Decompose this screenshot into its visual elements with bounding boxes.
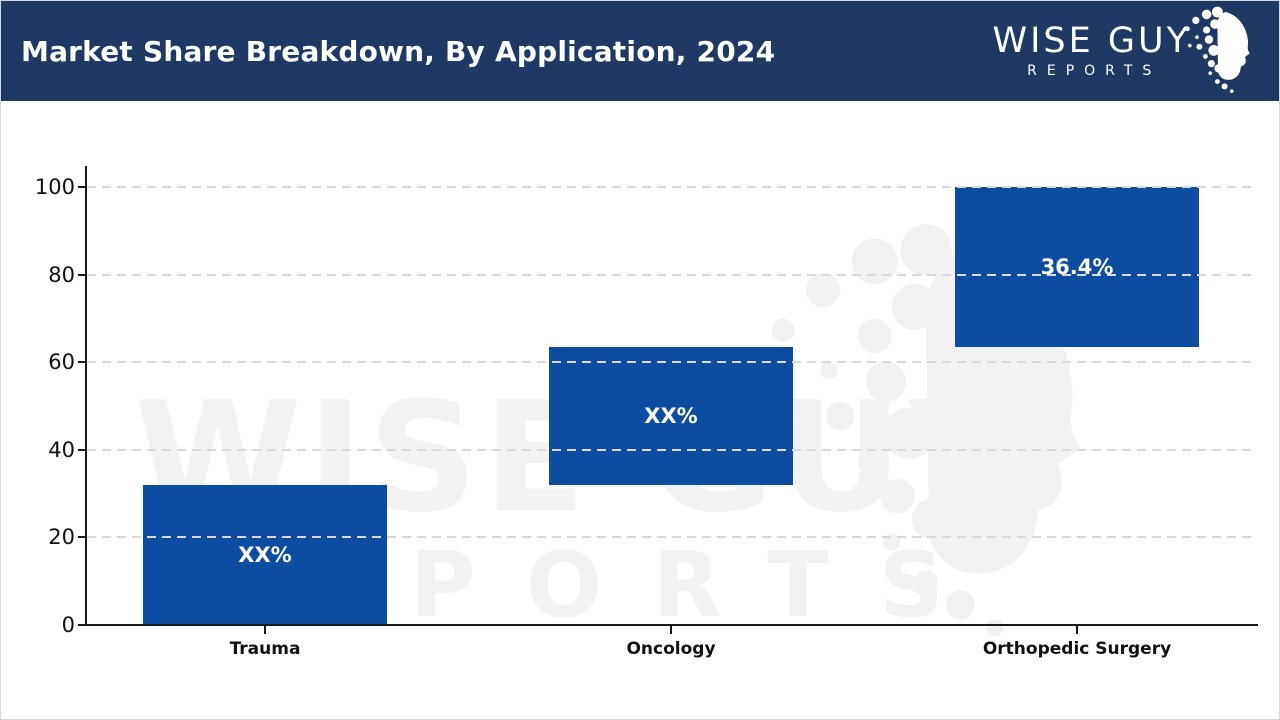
chart-area: WISE GUY REPORTS XX% XX% 36.4% 0 20 40 60 80 100… (1, 101, 1279, 719)
y-axis-tick (78, 186, 86, 189)
header-banner: Market Share Breakdown, By Application, … (1, 1, 1279, 101)
bar-value-label: XX% (238, 542, 292, 567)
y-gridline (87, 448, 1254, 451)
logo-wordmark: WISE GUY (992, 21, 1191, 61)
bar-segment: XX% (549, 346, 793, 485)
y-axis-tick (78, 273, 86, 276)
y-tick-label: 60 (48, 350, 75, 375)
x-category-label: Orthopedic Surgery (982, 639, 1172, 659)
y-axis-tick (78, 361, 86, 364)
y-gridline (87, 186, 1254, 189)
x-category-label: Trauma (229, 639, 301, 659)
bar-value-label: XX% (644, 403, 698, 428)
plot-region: XX% XX% 36.4% 0 20 40 60 80 100 Trauma Oncology Ort… (1, 101, 1279, 719)
y-tick-label: 20 (48, 525, 75, 550)
bar-segment: 36.4% (955, 187, 1199, 347)
y-gridline (87, 273, 1254, 276)
y-gridline (87, 536, 1254, 539)
x-axis-tick (670, 626, 672, 634)
x-axis-line (85, 624, 1258, 626)
chart-title: Market Share Breakdown, By Application, … (21, 34, 776, 68)
logo-text: WISE GUY REPORTS (992, 21, 1191, 79)
y-tick-label: 80 (48, 262, 75, 287)
y-axis-line (85, 166, 87, 626)
y-gridline (87, 361, 1254, 364)
y-tick-label: 40 (48, 437, 75, 462)
y-axis-tick (78, 536, 86, 539)
y-axis-tick (78, 624, 86, 626)
wise-guy-reports-logo: WISE GUY REPORTS (992, 6, 1257, 96)
dotted-head-icon (1185, 6, 1250, 93)
x-axis-tick (264, 626, 266, 634)
logo-subtitle: REPORTS (1027, 63, 1162, 79)
x-category-label: Oncology (626, 639, 716, 659)
y-axis-tick (78, 448, 86, 451)
bar-segment: XX% (143, 484, 387, 625)
y-tick-label: 0 (61, 613, 75, 637)
y-tick-label: 100 (34, 175, 75, 200)
x-axis-tick (1076, 626, 1078, 634)
